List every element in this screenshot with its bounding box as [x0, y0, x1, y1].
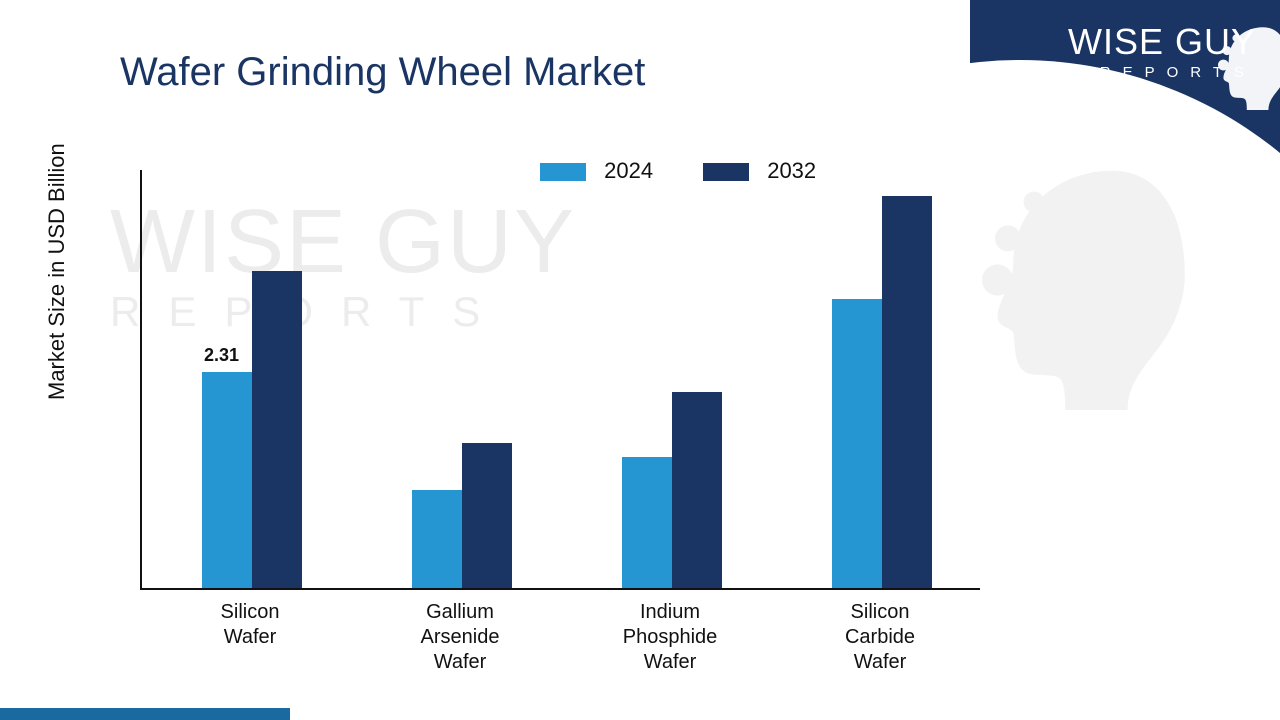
bottom-accent-strip: [0, 708, 290, 720]
category-label: IndiumPhosphideWafer: [585, 600, 755, 675]
plot-area: 2.31: [140, 170, 980, 590]
bar-2032: [252, 271, 302, 588]
bar-group: [412, 443, 552, 588]
chart-area: Market Size in USD Billion 2024 2032 2.3…: [80, 170, 980, 680]
chart-card: WISE GUY REPORTS Wafer Grinding Wheel Ma…: [0, 0, 1280, 720]
bar-2032: [462, 443, 512, 588]
chart-title: Wafer Grinding Wheel Market: [120, 50, 645, 95]
bar-2024: [412, 490, 462, 588]
y-axis-label: Market Size in USD Billion: [44, 143, 70, 400]
bar-group: [622, 392, 762, 588]
bar-2024: [202, 372, 252, 588]
category-label: SiliconCarbideWafer: [795, 600, 965, 675]
logo-head-icon: [1200, 20, 1280, 110]
bar-2032: [672, 392, 722, 588]
bar-group: [832, 196, 972, 588]
bar-group: [202, 271, 342, 588]
bar-value-label: 2.31: [204, 345, 239, 366]
category-label: GalliumArsenideWafer: [375, 600, 545, 675]
bar-2032: [882, 196, 932, 588]
bar-2024: [832, 299, 882, 588]
category-label: SiliconWafer: [165, 600, 335, 650]
bar-2024: [622, 457, 672, 588]
